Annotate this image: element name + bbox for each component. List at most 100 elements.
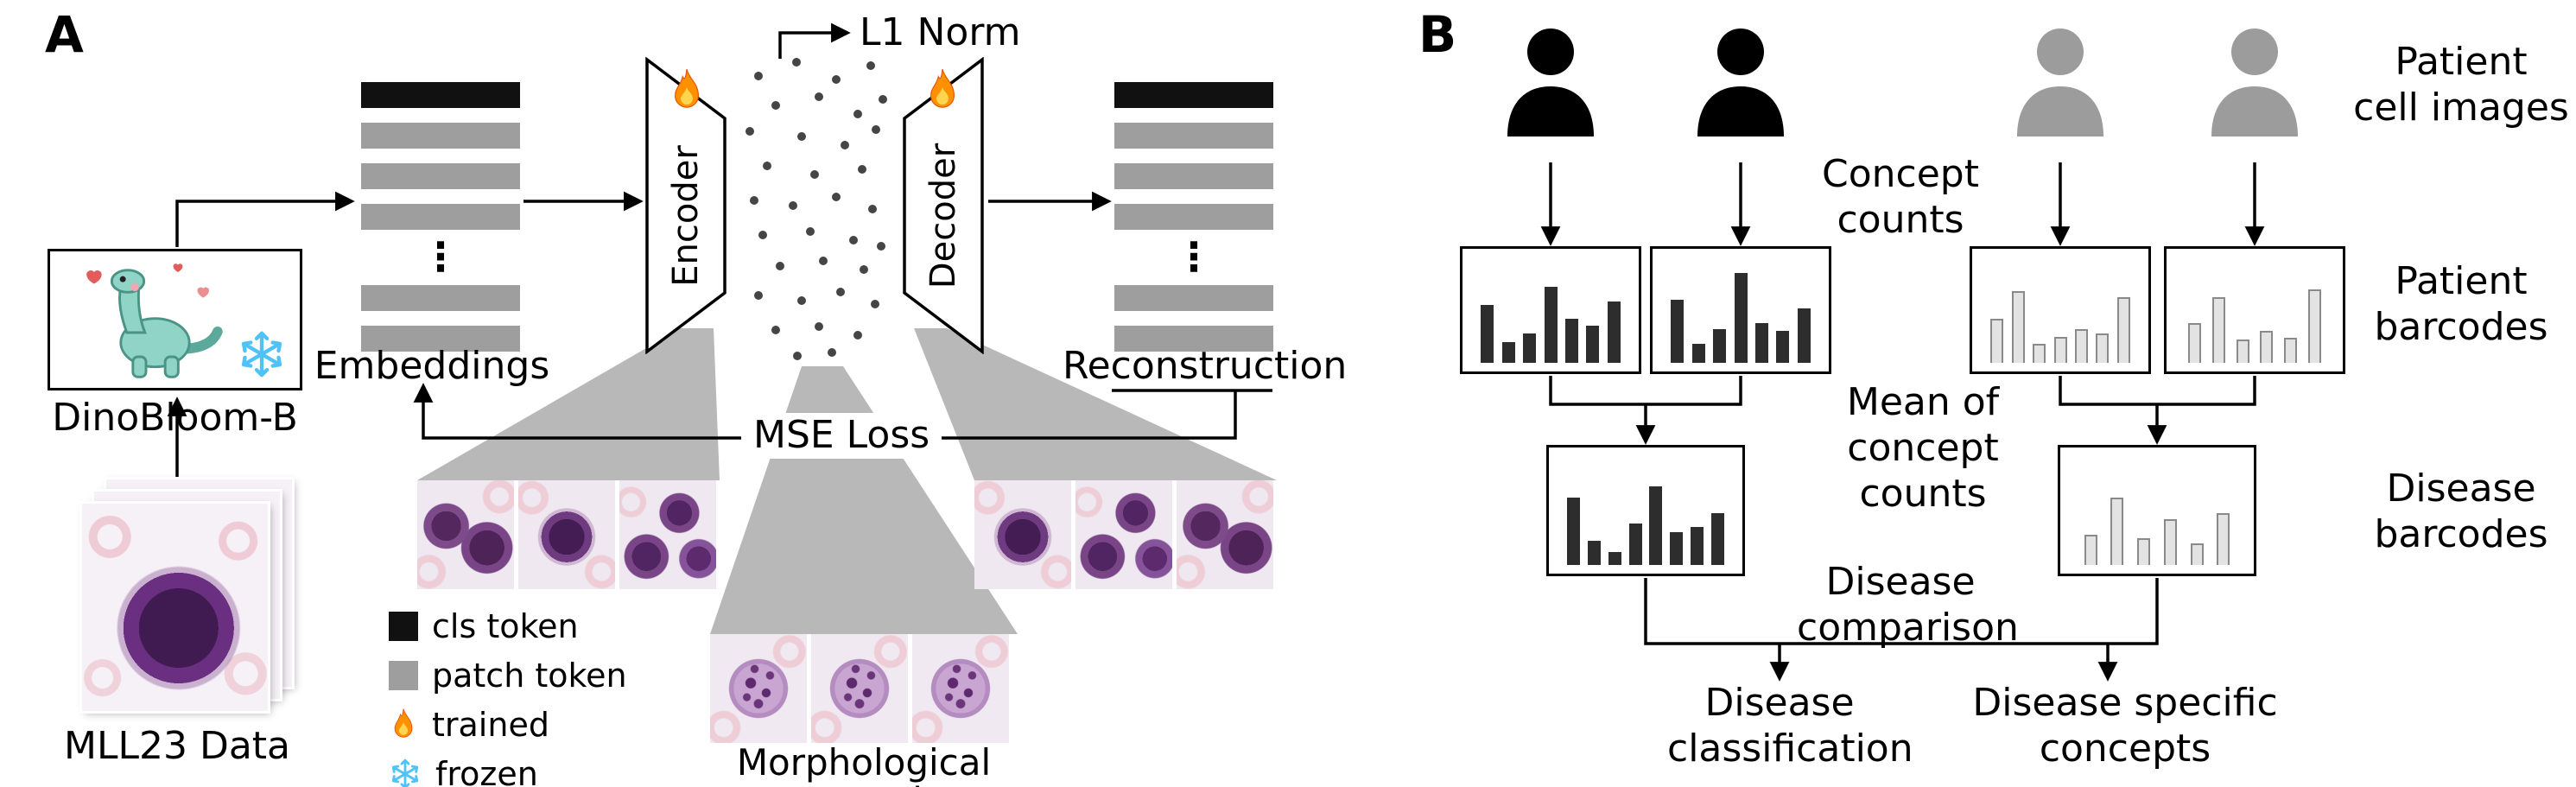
token-ellipsis: ⋮ bbox=[421, 233, 460, 280]
dinobloom-box bbox=[48, 249, 302, 390]
cls-token bbox=[1114, 82, 1273, 108]
concept-strip-right bbox=[974, 480, 1273, 589]
barcode-bar bbox=[2236, 340, 2249, 363]
flame-icon bbox=[394, 708, 413, 738]
barcode-bar bbox=[2011, 291, 2025, 363]
morphological-concepts-label: Morphological concepts bbox=[736, 741, 992, 787]
l1-norm-label: L1 Norm bbox=[860, 10, 1021, 54]
arrow-dinobloom-to-embeddings bbox=[175, 191, 355, 247]
cell-image-tile bbox=[912, 634, 1009, 743]
barcode-bar bbox=[1670, 532, 1684, 565]
barcode-bar bbox=[1713, 328, 1727, 363]
concept-strip-middle bbox=[710, 634, 1009, 743]
mll23-label: MLL23 Data bbox=[63, 724, 291, 768]
barcode-bar bbox=[1734, 273, 1748, 363]
token-legend: cls token patch token trained frozen bbox=[389, 607, 627, 787]
barcode-bar bbox=[1607, 301, 1621, 363]
patch-token bbox=[361, 285, 520, 311]
barcode-bar bbox=[2308, 289, 2322, 363]
barcode-bar bbox=[2110, 497, 2124, 565]
mse-loss-label: MSE Loss bbox=[741, 413, 942, 459]
patch-token bbox=[361, 163, 520, 189]
barcode-bar bbox=[1754, 322, 1768, 363]
snowflake-icon bbox=[391, 758, 419, 787]
barcode-bar bbox=[1797, 308, 1811, 363]
cell-image-tile bbox=[518, 480, 615, 589]
person-icon bbox=[2211, 29, 2298, 136]
barcode-bar bbox=[2284, 337, 2298, 363]
person-icon bbox=[1507, 29, 1594, 136]
snowflake-icon bbox=[241, 331, 282, 378]
cell-image-tile bbox=[417, 480, 514, 589]
barcode-bar bbox=[1587, 541, 1601, 565]
barcode-bar bbox=[2163, 519, 2177, 565]
concept-strip-left bbox=[417, 480, 716, 589]
cell-image-tile bbox=[811, 634, 908, 743]
barcode-bar bbox=[1671, 299, 1685, 363]
cell-image-tile bbox=[1177, 480, 1273, 589]
legend-label: frozen bbox=[435, 755, 538, 787]
cell-image-tile bbox=[710, 634, 807, 743]
barcode-bar bbox=[2116, 297, 2130, 363]
barcode-bar bbox=[1691, 344, 1705, 363]
cell-image-tile bbox=[1075, 480, 1172, 589]
patient-barcode-chart bbox=[2164, 246, 2345, 374]
panel-b-label: B bbox=[1418, 5, 1457, 64]
decoder-label-wrap: Decoder bbox=[902, 104, 985, 328]
encoder-label-wrap: Encoder bbox=[644, 104, 727, 328]
cone-middle bbox=[710, 366, 1018, 634]
person-icon bbox=[2017, 29, 2103, 136]
patch-token bbox=[361, 123, 520, 149]
barcode-bar bbox=[1776, 331, 1790, 363]
barcode-bar bbox=[1711, 512, 1724, 565]
barcode-bar bbox=[2187, 322, 2201, 363]
patient-barcode-chart bbox=[1970, 246, 2151, 374]
reconstruction-label: Reconstruction bbox=[1063, 344, 1348, 388]
legend-item-frozen: frozen bbox=[389, 755, 627, 787]
disease-classification-label: Disease classification bbox=[1667, 681, 1913, 771]
legend-label: patch token bbox=[432, 657, 627, 695]
patch-token bbox=[1114, 123, 1273, 149]
decoder-label: Decoder bbox=[923, 143, 964, 289]
legend-item-patch-token: patch token bbox=[389, 657, 627, 695]
encoder-shape bbox=[645, 57, 726, 354]
patient-cell-images-label: Patient cell images bbox=[2353, 40, 2569, 130]
embeddings-stack: ⋮ bbox=[361, 82, 520, 366]
disease-barcode-chart bbox=[2058, 445, 2256, 576]
dinobloom-label: DinoBloom-B bbox=[52, 396, 298, 440]
barcode-bar bbox=[1564, 318, 1578, 363]
cls-token bbox=[361, 82, 520, 108]
barcode-bar bbox=[2084, 534, 2097, 565]
barcode-bar bbox=[1586, 326, 1600, 363]
merge-left-bracket bbox=[1549, 376, 1742, 406]
barcode-bar bbox=[2137, 537, 2151, 565]
patient-barcodes-label: Patient barcodes bbox=[2374, 259, 2548, 349]
latent-dots bbox=[746, 58, 887, 360]
flame-icon bbox=[930, 68, 955, 108]
barcode-bar bbox=[1691, 526, 1704, 565]
reconstruction-stack: ⋮ bbox=[1114, 82, 1273, 366]
barcode-bar bbox=[2033, 344, 2046, 363]
legend-item-trained: trained bbox=[389, 706, 627, 744]
barcode-bar bbox=[1990, 318, 2004, 363]
patch-token bbox=[1114, 285, 1273, 311]
panel-a-label: A bbox=[45, 5, 84, 64]
patch-token bbox=[1114, 163, 1273, 189]
barcode-bar bbox=[2096, 333, 2110, 363]
barcode-bar bbox=[2190, 543, 2204, 565]
disease-comparison-label: Disease comparison bbox=[1797, 560, 2019, 650]
barcode-bar bbox=[2074, 328, 2088, 363]
legend-label: cls token bbox=[432, 607, 579, 645]
cell-photo bbox=[82, 504, 268, 711]
barcode-bar bbox=[2217, 512, 2230, 565]
concept-counts-label: Concept counts bbox=[1822, 152, 1979, 242]
embeddings-label: Embeddings bbox=[314, 344, 550, 388]
barcode-bar bbox=[1544, 287, 1558, 363]
encoder-label: Encoder bbox=[666, 145, 707, 287]
disease-specific-concepts-label: Disease specific concepts bbox=[1972, 681, 2278, 771]
patch-token-swatch bbox=[389, 661, 418, 690]
mll23-image-stack bbox=[82, 479, 298, 717]
disease-barcodes-label: Disease barcodes bbox=[2374, 466, 2548, 556]
barcode-bar bbox=[1481, 304, 1494, 363]
barcode-bar bbox=[1501, 341, 1515, 363]
